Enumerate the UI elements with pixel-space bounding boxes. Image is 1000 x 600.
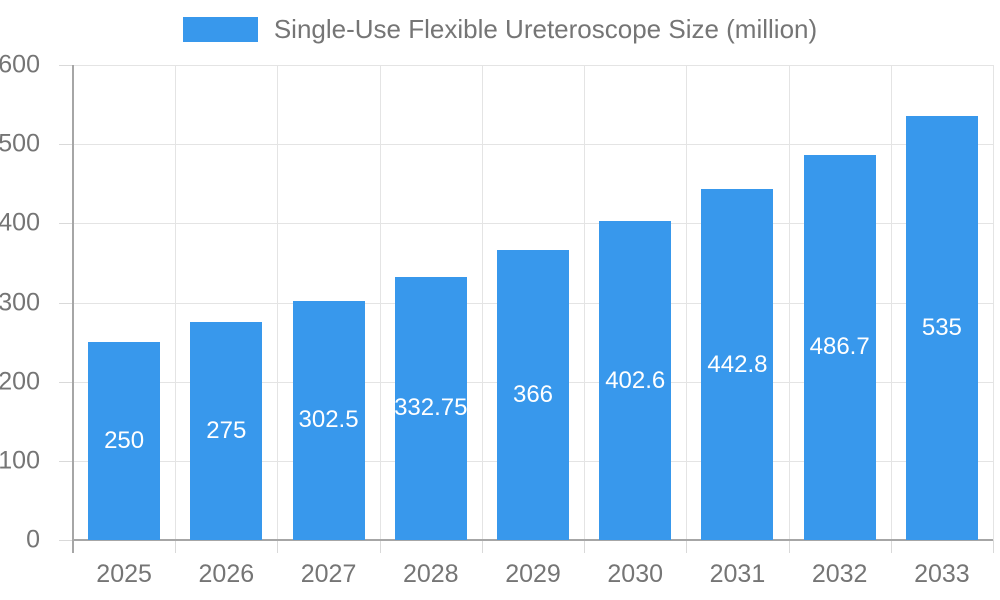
bar[interactable] bbox=[701, 189, 774, 540]
bar-value-label: 486.7 bbox=[809, 333, 870, 361]
bar[interactable] bbox=[599, 221, 672, 540]
legend-label[interactable]: Single-Use Flexible Ureteroscope Size (m… bbox=[273, 14, 818, 44]
chart-legend[interactable]: Single-Use Flexible Ureteroscope Size (m… bbox=[0, 14, 1000, 45]
x-axis-line bbox=[73, 539, 993, 541]
y-axis-label: 0 bbox=[26, 525, 40, 554]
bar-value-label: 402.6 bbox=[605, 366, 666, 394]
x-axis-tick bbox=[175, 540, 177, 553]
x-axis-label: 2026 bbox=[198, 560, 255, 588]
gridline-vertical bbox=[788, 65, 790, 540]
x-axis-tick bbox=[993, 540, 994, 553]
y-axis-tick bbox=[59, 460, 73, 462]
gridline-vertical bbox=[993, 65, 994, 540]
gridline-vertical bbox=[175, 65, 177, 540]
x-axis-label: 2029 bbox=[505, 560, 561, 588]
x-axis-tick bbox=[277, 540, 279, 553]
legend-swatch[interactable] bbox=[182, 17, 258, 42]
gridline-vertical bbox=[890, 65, 892, 540]
bar[interactable] bbox=[88, 342, 161, 540]
gridline-horizontal bbox=[73, 223, 993, 225]
x-axis-tick bbox=[890, 540, 892, 553]
y-axis-tick bbox=[59, 65, 73, 66]
y-axis-tick bbox=[59, 302, 73, 304]
bar[interactable] bbox=[497, 250, 569, 540]
gridline-vertical bbox=[379, 65, 381, 540]
x-axis-tick bbox=[686, 540, 688, 553]
x-axis-label: 2028 bbox=[402, 560, 459, 588]
bar-value-label: 332.75 bbox=[394, 394, 468, 422]
y-axis-tick bbox=[59, 144, 73, 146]
bar[interactable] bbox=[292, 300, 365, 540]
bar-value-label: 275 bbox=[206, 417, 247, 445]
x-axis-label: 2031 bbox=[709, 560, 766, 588]
bar[interactable] bbox=[803, 154, 876, 540]
bar-value-label: 535 bbox=[921, 314, 962, 342]
y-axis-label: 600 bbox=[0, 50, 40, 79]
plot-area: 0 100 200 300 400 500 600 250 2025 275 2026 302.5 20… bbox=[0, 51, 994, 588]
bar-value-label: 250 bbox=[104, 427, 145, 455]
x-axis-tick bbox=[584, 540, 586, 553]
x-axis-label: 2030 bbox=[607, 560, 664, 588]
x-axis-label: 2027 bbox=[300, 560, 357, 588]
x-axis-tick bbox=[481, 540, 483, 553]
gridline-vertical bbox=[481, 65, 483, 540]
x-axis-label: 2033 bbox=[914, 560, 970, 588]
y-axis-tick bbox=[59, 540, 73, 541]
y-axis-label: 200 bbox=[0, 367, 40, 396]
bar-value-label: 442.8 bbox=[707, 350, 768, 378]
bar[interactable] bbox=[190, 322, 263, 540]
y-axis-tick bbox=[59, 223, 73, 225]
y-axis-label: 100 bbox=[0, 446, 40, 475]
x-axis-label: 2032 bbox=[811, 560, 868, 588]
gridline-horizontal bbox=[73, 65, 993, 66]
gridline-horizontal bbox=[73, 144, 993, 146]
y-axis-label: 500 bbox=[0, 129, 40, 158]
y-axis-label: 300 bbox=[0, 288, 40, 316]
bar[interactable] bbox=[394, 276, 467, 540]
bar-value-label: 366 bbox=[512, 381, 554, 409]
gridline-vertical bbox=[584, 65, 586, 540]
y-axis-tick bbox=[59, 381, 73, 383]
y-axis-line bbox=[72, 65, 74, 553]
y-axis-label: 400 bbox=[0, 208, 40, 237]
x-axis-tick bbox=[788, 540, 790, 553]
gridline-vertical bbox=[277, 65, 279, 540]
bar[interactable] bbox=[905, 116, 978, 540]
bar-value-label: 302.5 bbox=[298, 406, 359, 434]
gridline-vertical bbox=[686, 65, 688, 540]
x-axis-tick bbox=[379, 540, 381, 553]
x-axis-label: 2025 bbox=[96, 560, 152, 588]
